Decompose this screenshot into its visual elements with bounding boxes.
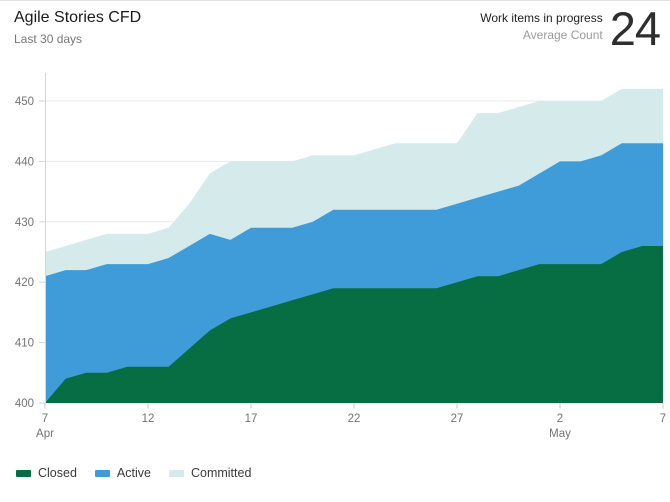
legend-item-committed: Committed: [168, 466, 252, 480]
stat-label-primary: Work items in progress: [480, 11, 603, 25]
svg-text:22: 22: [348, 413, 361, 425]
legend-item-closed: Closed: [16, 466, 77, 480]
svg-text:420: 420: [15, 277, 34, 289]
legend-label-committed: Committed: [190, 466, 252, 480]
legend-label-active: Active: [116, 466, 151, 480]
stat-block: Work items in progress Average Count 24: [480, 2, 661, 55]
svg-text:17: 17: [245, 413, 258, 425]
widget-subtitle: Last 30 days: [14, 32, 83, 46]
stat-label-secondary: Average Count: [522, 28, 603, 42]
widget-title[interactable]: Agile Stories CFD: [14, 9, 142, 26]
svg-text:410: 410: [15, 338, 34, 350]
svg-text:400: 400: [15, 398, 34, 410]
svg-text:May: May: [549, 428, 571, 440]
svg-text:450: 450: [15, 96, 34, 108]
svg-text:430: 430: [15, 217, 34, 229]
svg-text:7: 7: [660, 413, 666, 425]
svg-text:7: 7: [42, 413, 48, 425]
svg-text:12: 12: [142, 413, 155, 425]
active-swatch-icon: [94, 469, 110, 477]
legend-label-closed: Closed: [38, 466, 77, 480]
svg-text:Apr: Apr: [36, 428, 54, 440]
svg-text:2: 2: [557, 413, 563, 425]
svg-text:27: 27: [451, 413, 464, 425]
svg-text:440: 440: [15, 156, 34, 168]
committed-swatch-icon: [168, 469, 184, 477]
stat-value: 24: [609, 2, 661, 55]
chart-legend: Closed Active Committed: [16, 466, 251, 480]
legend-item-active: Active: [94, 466, 151, 480]
closed-swatch-icon: [16, 469, 31, 477]
